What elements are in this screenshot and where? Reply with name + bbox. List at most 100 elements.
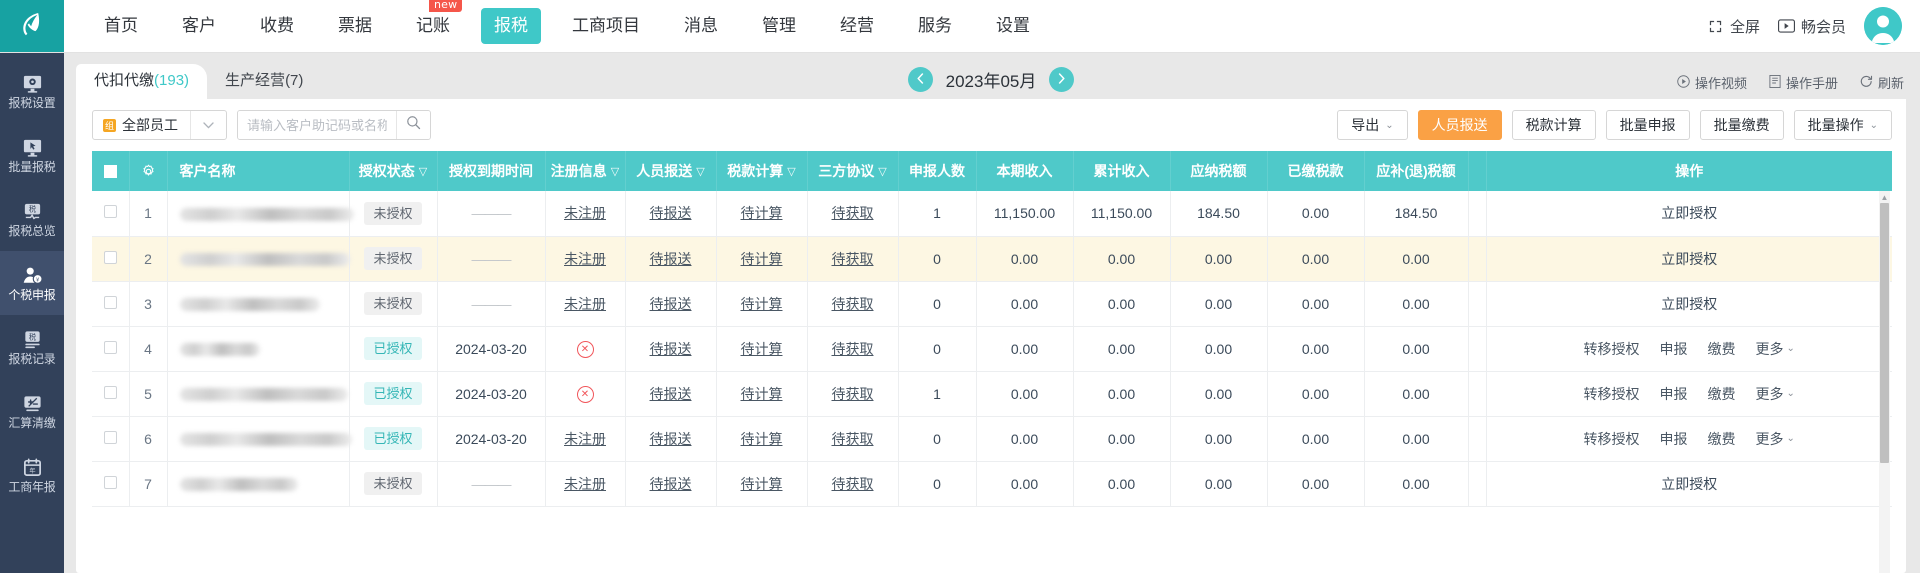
op-authorize-now[interactable]: 立即授权 — [1661, 205, 1718, 222]
cell-register-info[interactable]: 未注册 — [545, 461, 626, 507]
table-row[interactable]: 3 未授权 ——— 未注册 待报送 待计算 待获取 0 0.00 0.00 0.00 0.00 0.00… — [92, 281, 1892, 327]
nav-item-0[interactable]: 首页 — [91, 8, 151, 44]
tax-calc-link[interactable]: 待计算 — [740, 295, 783, 312]
nav-item-9[interactable]: 经营 — [827, 8, 887, 44]
cell-register-info[interactable]: 未注册 — [545, 416, 626, 462]
cell-person-report[interactable]: 待报送 — [625, 461, 717, 507]
batch-declare-button[interactable]: 批量申报 — [1605, 110, 1690, 140]
th-tripartite[interactable]: 三方协议 ▽ — [807, 151, 899, 191]
cell-tripartite[interactable]: 待获取 — [807, 371, 899, 417]
filter-icon[interactable]: ▽ — [878, 165, 887, 178]
register-link[interactable]: 未注册 — [564, 205, 606, 222]
fullscreen-button[interactable]: 全屏 — [1707, 16, 1760, 37]
row-checkbox[interactable] — [103, 475, 117, 489]
row-checkbox[interactable] — [103, 385, 117, 399]
cell-checkbox[interactable] — [92, 326, 130, 372]
cell-checkbox[interactable] — [92, 236, 130, 282]
cell-register-info[interactable]: ✕ — [545, 371, 626, 417]
op-authorize-now[interactable]: 立即授权 — [1661, 295, 1718, 312]
prev-month-button[interactable] — [907, 67, 933, 92]
cell-checkbox[interactable] — [92, 416, 130, 462]
sidebar-item-batch-tax[interactable]: 批量报税 — [0, 123, 64, 187]
nav-item-10[interactable]: 服务 — [905, 8, 965, 44]
person-report-link[interactable]: 待报送 — [649, 430, 692, 447]
app-logo[interactable] — [0, 0, 64, 52]
chevron-down-icon[interactable] — [190, 111, 226, 139]
tax-calc-link[interactable]: 待计算 — [740, 430, 783, 447]
register-link[interactable]: 未注册 — [564, 295, 606, 312]
cell-person-report[interactable]: 待报送 — [625, 281, 717, 327]
cell-checkbox[interactable] — [92, 191, 130, 237]
nav-item-4[interactable]: new 记账 — [403, 0, 463, 44]
table-row[interactable]: 2 未授权 ——— 未注册 待报送 待计算 待获取 0 0.00 0.00 0.00 0.00 0.00… — [92, 236, 1892, 282]
cell-tripartite[interactable]: 待获取 — [807, 461, 899, 507]
person-report-link[interactable]: 待报送 — [649, 475, 692, 492]
search-button[interactable] — [396, 111, 430, 139]
tripartite-link[interactable]: 待获取 — [831, 205, 874, 222]
nav-item-1[interactable]: 客户 — [169, 8, 229, 44]
th-person-report[interactable]: 人员报送 ▽ — [625, 151, 717, 191]
cell-register-info[interactable]: 未注册 — [545, 191, 626, 237]
row-checkbox[interactable] — [103, 430, 117, 444]
cell-checkbox[interactable] — [92, 281, 130, 327]
vip-button[interactable]: 畅会员 — [1777, 16, 1846, 37]
tax-calculation-button[interactable]: 税款计算 — [1511, 110, 1596, 140]
cell-tripartite[interactable]: 待获取 — [807, 236, 899, 282]
th-register-info[interactable]: 注册信息 ▽ — [545, 151, 626, 191]
filter-icon[interactable]: ▽ — [787, 165, 796, 178]
cell-person-report[interactable]: 待报送 — [625, 236, 717, 282]
filter-icon[interactable]: ▽ — [610, 165, 620, 178]
row-checkbox[interactable] — [103, 205, 117, 219]
table-vertical-scrollbar[interactable]: ▲ — [1879, 191, 1890, 573]
nav-item-2[interactable]: 收费 — [247, 8, 307, 44]
cell-person-report[interactable]: 待报送 — [625, 326, 717, 372]
cell-tax-calc[interactable]: 待计算 — [716, 236, 808, 282]
next-month-button[interactable] — [1049, 67, 1075, 92]
scrollbar-thumb[interactable] — [1880, 203, 1889, 463]
sidebar-item-settlement[interactable]: 汇算清缴 — [0, 379, 64, 443]
op-transfer-auth[interactable]: 转移授权 — [1583, 340, 1640, 357]
tripartite-link[interactable]: 待获取 — [831, 295, 874, 312]
row-checkbox[interactable] — [103, 340, 117, 354]
op-pay-fee[interactable]: 缴费 — [1707, 385, 1736, 402]
op-authorize-now[interactable]: 立即授权 — [1661, 475, 1718, 492]
table-row[interactable]: 5 已授权 2024-03-20 ✕ 待报送 待计算 待获取 1 0.00 0.00 0.00 0.0… — [92, 371, 1892, 417]
search-input[interactable] — [238, 111, 396, 139]
scroll-up-arrow[interactable]: ▲ — [1880, 192, 1889, 202]
tax-calc-link[interactable]: 待计算 — [740, 475, 783, 492]
cell-register-info[interactable]: 未注册 — [545, 281, 626, 327]
nav-item-8[interactable]: 管理 — [749, 8, 809, 44]
nav-item-11[interactable]: 设置 — [983, 8, 1043, 44]
th-select-all[interactable] — [92, 151, 130, 191]
cell-tripartite[interactable]: 待获取 — [807, 326, 899, 372]
table-row[interactable]: 7 未授权 ——— 未注册 待报送 待计算 待获取 0 0.00 0.00 0.00 0.00 0.00… — [92, 461, 1892, 507]
table-row[interactable]: 6 已授权 2024-03-20 未注册 待报送 待计算 待获取 0 0.00 0.00 0.00 0… — [92, 416, 1892, 462]
cell-tripartite[interactable]: 待获取 — [807, 416, 899, 462]
nav-item-6[interactable]: 工商项目 — [559, 8, 653, 44]
nav-item-3[interactable]: 票据 — [325, 8, 385, 44]
tax-calc-link[interactable]: 待计算 — [740, 340, 783, 357]
op-declare[interactable]: 申报 — [1659, 430, 1688, 447]
op-transfer-auth[interactable]: 转移授权 — [1583, 385, 1640, 402]
person-report-link[interactable]: 待报送 — [649, 250, 692, 267]
tripartite-link[interactable]: 待获取 — [831, 385, 874, 402]
employee-filter-select[interactable]: 组 全部员工 — [92, 110, 227, 140]
tripartite-link[interactable]: 待获取 — [831, 250, 874, 267]
op-declare[interactable]: 申报 — [1659, 385, 1688, 402]
person-report-button[interactable]: 人员报送 — [1417, 110, 1502, 140]
operation-manual-button[interactable]: 操作手册 — [1769, 73, 1838, 92]
person-report-link[interactable]: 待报送 — [649, 205, 692, 222]
filter-icon[interactable]: ▽ — [418, 165, 428, 178]
batch-payment-button[interactable]: 批量缴费 — [1699, 110, 1784, 140]
batch-operation-button[interactable]: 批量操作 ⌄ — [1793, 110, 1892, 140]
table-row[interactable]: 4 已授权 2024-03-20 ✕ 待报送 待计算 待获取 0 0.00 0.00 0.00 0.0… — [92, 326, 1892, 372]
cell-tax-calc[interactable]: 待计算 — [716, 326, 808, 372]
person-report-link[interactable]: 待报送 — [649, 295, 692, 312]
op-more[interactable]: 更多 ⌄ — [1755, 385, 1795, 402]
avatar[interactable] — [1864, 7, 1902, 45]
register-link[interactable]: 未注册 — [564, 475, 606, 492]
op-pay-fee[interactable]: 缴费 — [1707, 340, 1736, 357]
nav-item-5[interactable]: 报税 — [481, 8, 541, 44]
table-row[interactable]: 1 未授权 ——— 未注册 待报送 待计算 待获取 1 11,150.00 11,150.00 18… — [92, 191, 1892, 237]
cell-tax-calc[interactable]: 待计算 — [716, 281, 808, 327]
